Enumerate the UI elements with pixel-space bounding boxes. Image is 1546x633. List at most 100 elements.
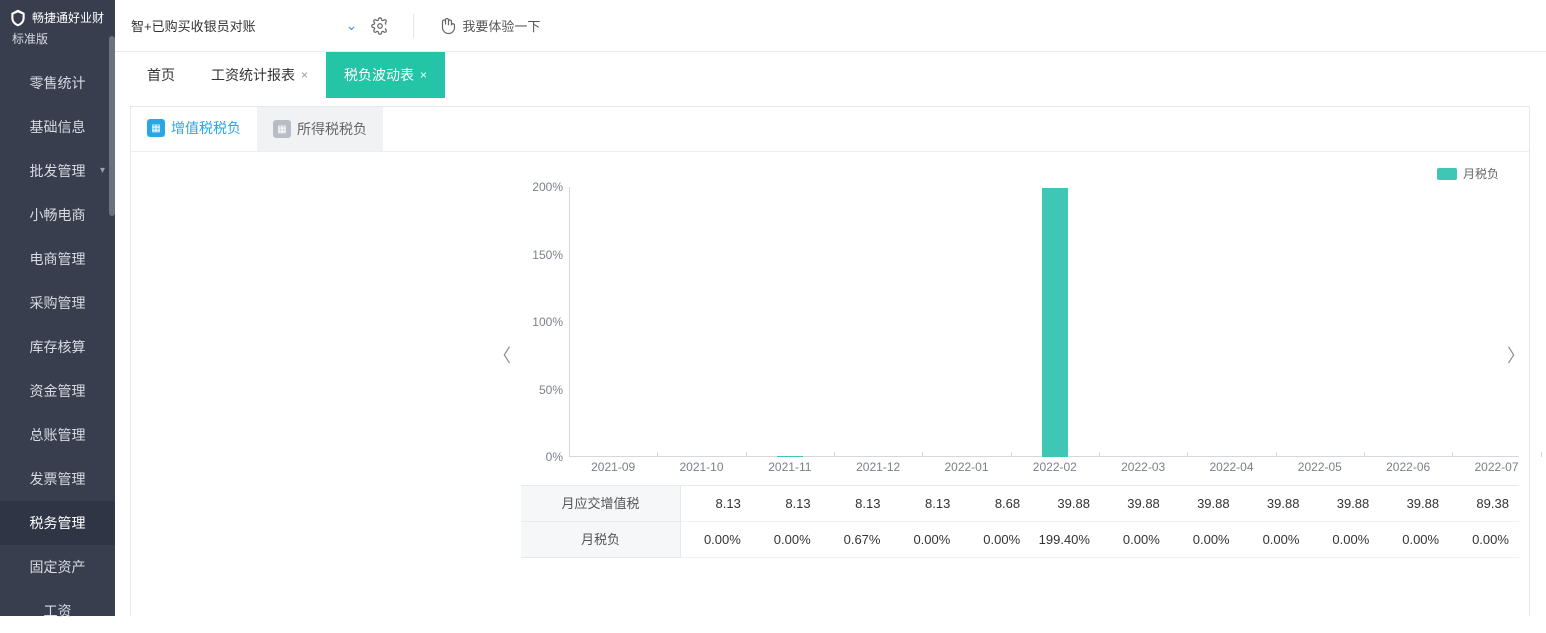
- brand-logo: 畅捷通好业财: [0, 0, 115, 30]
- table-cell: 199.40%: [1030, 522, 1100, 558]
- table-row-head: 月应交增值税: [521, 486, 681, 522]
- table-cell: 39.88: [1170, 486, 1240, 522]
- gear-icon[interactable]: [371, 17, 389, 35]
- sidebar-item[interactable]: 发票管理: [0, 457, 115, 501]
- y-tick-label: 100%: [532, 315, 563, 329]
- x-tick-mark: [1541, 452, 1542, 457]
- x-tick-mark: [1452, 452, 1453, 457]
- table-cell: 39.88: [1030, 486, 1100, 522]
- x-tick-mark: [1011, 452, 1012, 457]
- tab-label: 工资统计报表: [211, 65, 295, 85]
- table-cell: 0.00%: [960, 522, 1030, 558]
- table-cell: 8.68: [960, 486, 1030, 522]
- chart: 〈 0%50%100%150%200% 2021-092021-102021-1…: [521, 187, 1519, 477]
- close-icon[interactable]: ×: [301, 68, 308, 82]
- chart-legend: 月税负: [1437, 165, 1499, 182]
- table-cell: 39.88: [1240, 486, 1310, 522]
- x-tick-mark: [746, 452, 747, 457]
- tenant-selector[interactable]: 智+已购买收银员对账 ⌄: [131, 16, 371, 35]
- sub-tab[interactable]: ▦所得税税负: [257, 107, 383, 151]
- sidebar-item[interactable]: 工资: [0, 589, 115, 633]
- x-tick-mark: [922, 452, 923, 457]
- sidebar-item[interactable]: 基础信息: [0, 105, 115, 149]
- table-cell: 39.88: [1309, 486, 1379, 522]
- table-cell: 39.88: [1100, 486, 1170, 522]
- x-tick-label: 2022-07: [1474, 460, 1518, 474]
- subtab-label: 增值税税负: [171, 118, 241, 138]
- table-cell: 8.13: [681, 486, 751, 522]
- x-tick-label: 2022-04: [1209, 460, 1253, 474]
- x-tick-label: 2021-09: [591, 460, 635, 474]
- sidebar-item[interactable]: 采购管理: [0, 281, 115, 325]
- chart-plot: [569, 187, 1519, 457]
- x-tick-mark: [569, 452, 570, 457]
- page-tab[interactable]: 工资统计报表 ×: [193, 52, 326, 98]
- sub-tabs: ▦ 增值税税负 ▦所得税税负: [131, 107, 1529, 152]
- hand-icon: [438, 17, 456, 35]
- sub-tab[interactable]: ▦ 增值税税负: [131, 107, 257, 151]
- chart-prev-icon[interactable]: 〈: [493, 342, 511, 368]
- table-cell: 89.38: [1449, 486, 1519, 522]
- x-tick-mark: [1099, 452, 1100, 457]
- page-tab[interactable]: 税负波动表 ×: [326, 52, 445, 98]
- y-tick-label: 50%: [539, 383, 563, 397]
- chart-bar: [1042, 188, 1068, 457]
- sidebar-item[interactable]: 批发管理▾: [0, 149, 115, 193]
- chart-yaxis-line: [569, 187, 570, 457]
- tenant-name: 智+已购买收银员对账: [131, 16, 256, 35]
- legend-swatch: [1437, 168, 1457, 180]
- try-label: 我要体验一下: [462, 16, 540, 35]
- table-row-cells: 0.00%0.00%0.67%0.00%0.00%199.40%0.00%0.0…: [681, 522, 1519, 558]
- x-tick-mark: [1187, 452, 1188, 457]
- topbar-divider: [413, 14, 414, 38]
- table-cell: 39.88: [1379, 486, 1449, 522]
- page-tabs: 首页 工资统计报表 × 税负波动表 ×: [115, 52, 1546, 98]
- table-cell: 8.13: [751, 486, 821, 522]
- subtab-icon: ▦: [147, 119, 165, 137]
- tab-label: 税负波动表: [344, 65, 414, 85]
- sidebar-item[interactable]: 小畅电商: [0, 193, 115, 237]
- chart-y-axis: 0%50%100%150%200%: [521, 187, 569, 457]
- table-cell: 0.00%: [681, 522, 751, 558]
- x-tick-mark: [834, 452, 835, 457]
- table-cell: 0.00%: [751, 522, 821, 558]
- data-table: 月应交增值税8.138.138.138.138.6839.8839.8839.8…: [521, 485, 1519, 558]
- x-tick-label: 2022-01: [944, 460, 988, 474]
- sidebar-item[interactable]: 零售统计: [0, 61, 115, 105]
- sidebar-item[interactable]: 固定资产: [0, 545, 115, 589]
- chevron-down-icon: ⌄: [346, 17, 358, 34]
- x-tick-label: 2021-12: [856, 460, 900, 474]
- sidebar: 畅捷通好业财 标准版 零售统计基础信息批发管理▾小畅电商电商管理采购管理库存核算…: [0, 0, 115, 616]
- table-cell: 0.00%: [890, 522, 960, 558]
- subtab-icon: ▦: [273, 120, 291, 138]
- x-tick-label: 2022-06: [1386, 460, 1430, 474]
- content-panel: ▦增值税税负▦所得税税负 月税负 〈 0%50%100%150%200% 202…: [130, 106, 1530, 616]
- sidebar-item[interactable]: 资金管理: [0, 369, 115, 413]
- sidebar-nav: 零售统计基础信息批发管理▾小畅电商电商管理采购管理库存核算资金管理总账管理发票管…: [0, 61, 115, 633]
- chart-next-icon[interactable]: 〉: [1507, 342, 1525, 368]
- topbar: 智+已购买收银员对账 ⌄ 我要体验一下: [115, 0, 1546, 52]
- tab-label: 首页: [147, 65, 175, 85]
- logo-icon: [8, 8, 28, 28]
- table-cell: 0.00%: [1309, 522, 1379, 558]
- x-tick-label: 2021-11: [768, 460, 811, 474]
- sidebar-item[interactable]: 税务管理: [0, 501, 115, 545]
- x-tick-label: 2022-03: [1121, 460, 1165, 474]
- sidebar-item[interactable]: 总账管理: [0, 413, 115, 457]
- sidebar-item[interactable]: 电商管理: [0, 237, 115, 281]
- y-tick-label: 200%: [532, 180, 563, 194]
- table-cell: 0.00%: [1100, 522, 1170, 558]
- close-icon[interactable]: ×: [420, 68, 427, 82]
- table-row-head: 月税负: [521, 522, 681, 558]
- try-link[interactable]: 我要体验一下: [438, 16, 540, 35]
- brand-name: 畅捷通好业财: [32, 11, 104, 25]
- x-tick-label: 2021-10: [679, 460, 723, 474]
- table-cell: 0.00%: [1449, 522, 1519, 558]
- page-tab[interactable]: 首页: [129, 52, 193, 98]
- sidebar-item[interactable]: 库存核算: [0, 325, 115, 369]
- table-cell: 0.00%: [1170, 522, 1240, 558]
- table-cell: 0.67%: [821, 522, 891, 558]
- table-cell: 0.00%: [1379, 522, 1449, 558]
- x-tick-mark: [1276, 452, 1277, 457]
- y-tick-label: 0%: [546, 450, 563, 464]
